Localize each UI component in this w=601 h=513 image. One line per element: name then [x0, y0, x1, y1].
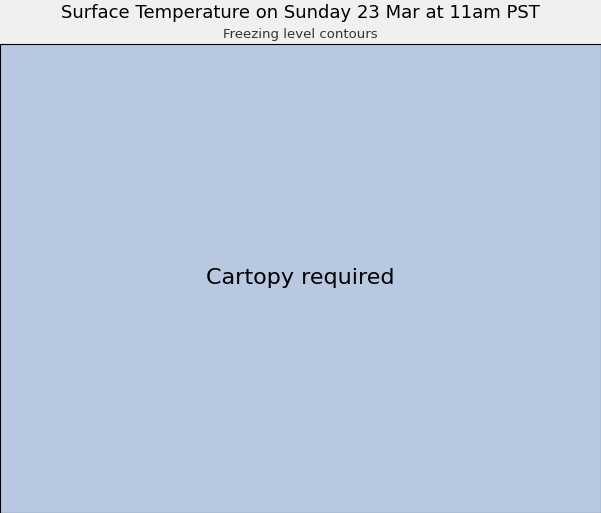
Text: Cartopy required: Cartopy required	[206, 268, 395, 288]
Text: Freezing level contours: Freezing level contours	[223, 28, 378, 41]
Text: Surface Temperature on Sunday 23 Mar at 11am PST: Surface Temperature on Sunday 23 Mar at …	[61, 4, 540, 22]
